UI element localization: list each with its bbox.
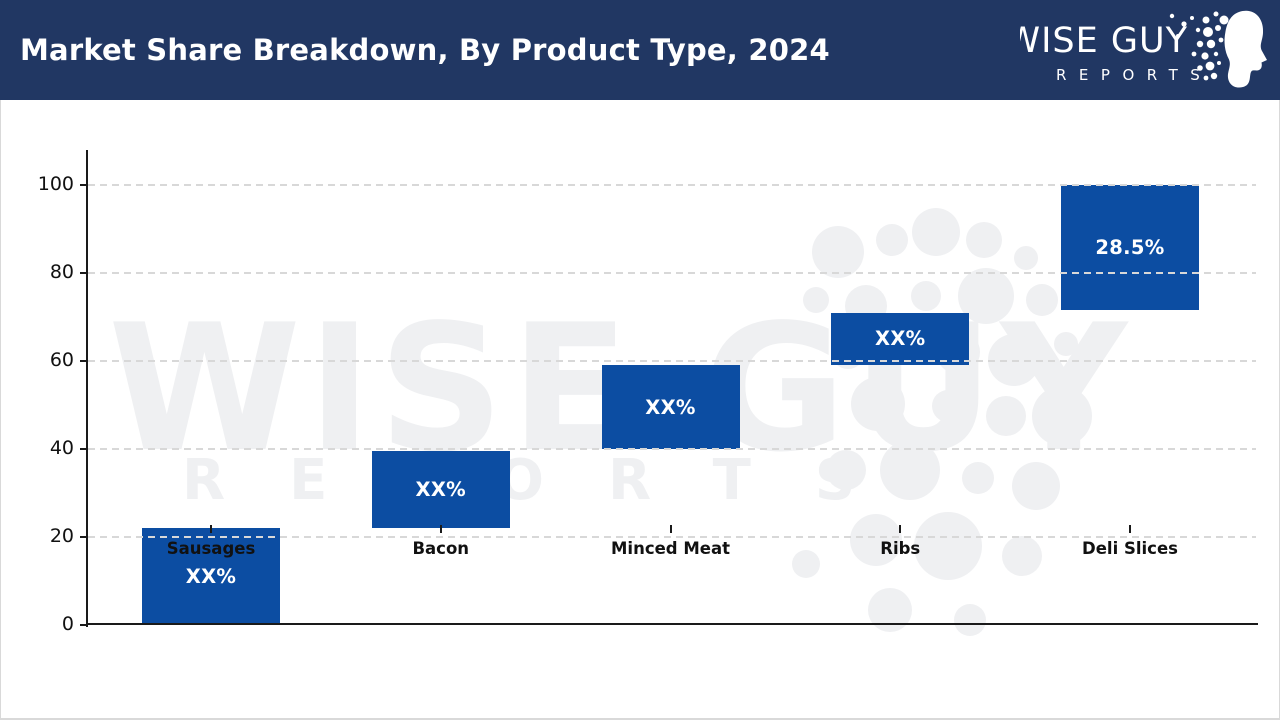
x-tick-2 <box>669 525 672 533</box>
y-tick-label-60: 60 <box>49 349 74 371</box>
bar-minced-meat: XX% <box>601 365 740 449</box>
y-tick-80 <box>80 272 87 274</box>
watermark-dot-26 <box>792 550 820 578</box>
y-tick-60 <box>80 360 87 362</box>
bar-value-label: XX% <box>645 395 696 419</box>
watermark-dot-4 <box>1014 246 1038 270</box>
gridline-40 <box>88 448 1256 450</box>
watermark-dot-14 <box>1054 332 1078 356</box>
wise-guy-logo: WISE GUY REPORTS <box>1020 10 1267 88</box>
watermark-dot-21 <box>962 462 994 494</box>
logo-face-icon <box>1169 10 1267 88</box>
watermark-dot-17 <box>986 396 1026 436</box>
watermark-dot-15 <box>851 377 905 431</box>
bar-deli-slices: 28.5% <box>1061 185 1199 311</box>
x-tick-label-2: Minced Meat <box>611 539 730 558</box>
x-tick-label-1: Bacon <box>412 539 470 558</box>
bar-value-label: XX% <box>185 565 237 589</box>
y-axis-spine <box>86 150 88 627</box>
page-border-bottom <box>0 718 1280 720</box>
bar-value-label: XX% <box>415 478 466 502</box>
watermark-dot-24 <box>914 512 982 580</box>
x-tick-0 <box>210 525 212 533</box>
watermark-dot-2 <box>912 208 960 256</box>
watermark-dot-28 <box>954 604 986 636</box>
y-tick-100 <box>80 184 87 186</box>
x-tick-3 <box>899 525 902 533</box>
bar-ribs: XX% <box>831 312 970 366</box>
watermark-dot-20 <box>880 440 940 500</box>
logo-secondary-text: REPORTS <box>1056 66 1212 84</box>
header-bar: Market Share Breakdown, By Product Type,… <box>0 0 1280 100</box>
watermark-dot-19 <box>826 450 866 490</box>
watermark-dot-18 <box>1032 386 1092 446</box>
y-tick-0 <box>80 624 87 626</box>
watermark-dot-25 <box>1002 536 1042 576</box>
gridline-20 <box>88 536 1256 538</box>
gridline-80 <box>88 272 1256 274</box>
watermark-dot-9 <box>1026 284 1058 316</box>
bar-sausages: XX% <box>142 528 280 625</box>
y-tick-20 <box>80 536 87 538</box>
gridline-100 <box>88 184 1256 186</box>
watermark-subtext: REPORTS <box>182 448 920 513</box>
x-axis-spine <box>86 623 1258 625</box>
page-border-left <box>0 100 1 720</box>
y-tick-label-20: 20 <box>49 525 74 547</box>
watermark-dot-0 <box>812 226 864 278</box>
watermark-dot-23 <box>850 514 902 566</box>
y-tick-label-80: 80 <box>49 261 74 283</box>
watermark-dot-16 <box>932 390 964 422</box>
watermark-dot-22 <box>1012 462 1060 510</box>
page-title: Market Share Breakdown, By Product Type,… <box>20 33 830 67</box>
x-tick-label-3: Ribs <box>880 539 921 558</box>
watermark-dot-3 <box>966 222 1002 258</box>
x-tick-1 <box>439 525 442 533</box>
y-tick-label-40: 40 <box>49 437 74 459</box>
bar-value-label: XX% <box>874 327 926 351</box>
x-tick-label-4: Deli Slices <box>1082 539 1178 558</box>
x-tick-4 <box>1129 525 1131 533</box>
bar-value-label: 28.5% <box>1095 236 1165 260</box>
y-tick-label-0: 0 <box>61 613 74 635</box>
bar-bacon: XX% <box>371 451 510 529</box>
x-tick-label-0: Sausages <box>166 539 256 558</box>
y-tick-label-100: 100 <box>37 173 74 195</box>
watermark-dot-7 <box>911 281 941 311</box>
watermark-dot-5 <box>803 287 829 313</box>
watermark-dot-1 <box>876 224 908 256</box>
logo-primary-text: WISE GUY <box>1020 21 1188 61</box>
y-tick-40 <box>80 448 87 450</box>
gridline-60 <box>88 360 1256 362</box>
